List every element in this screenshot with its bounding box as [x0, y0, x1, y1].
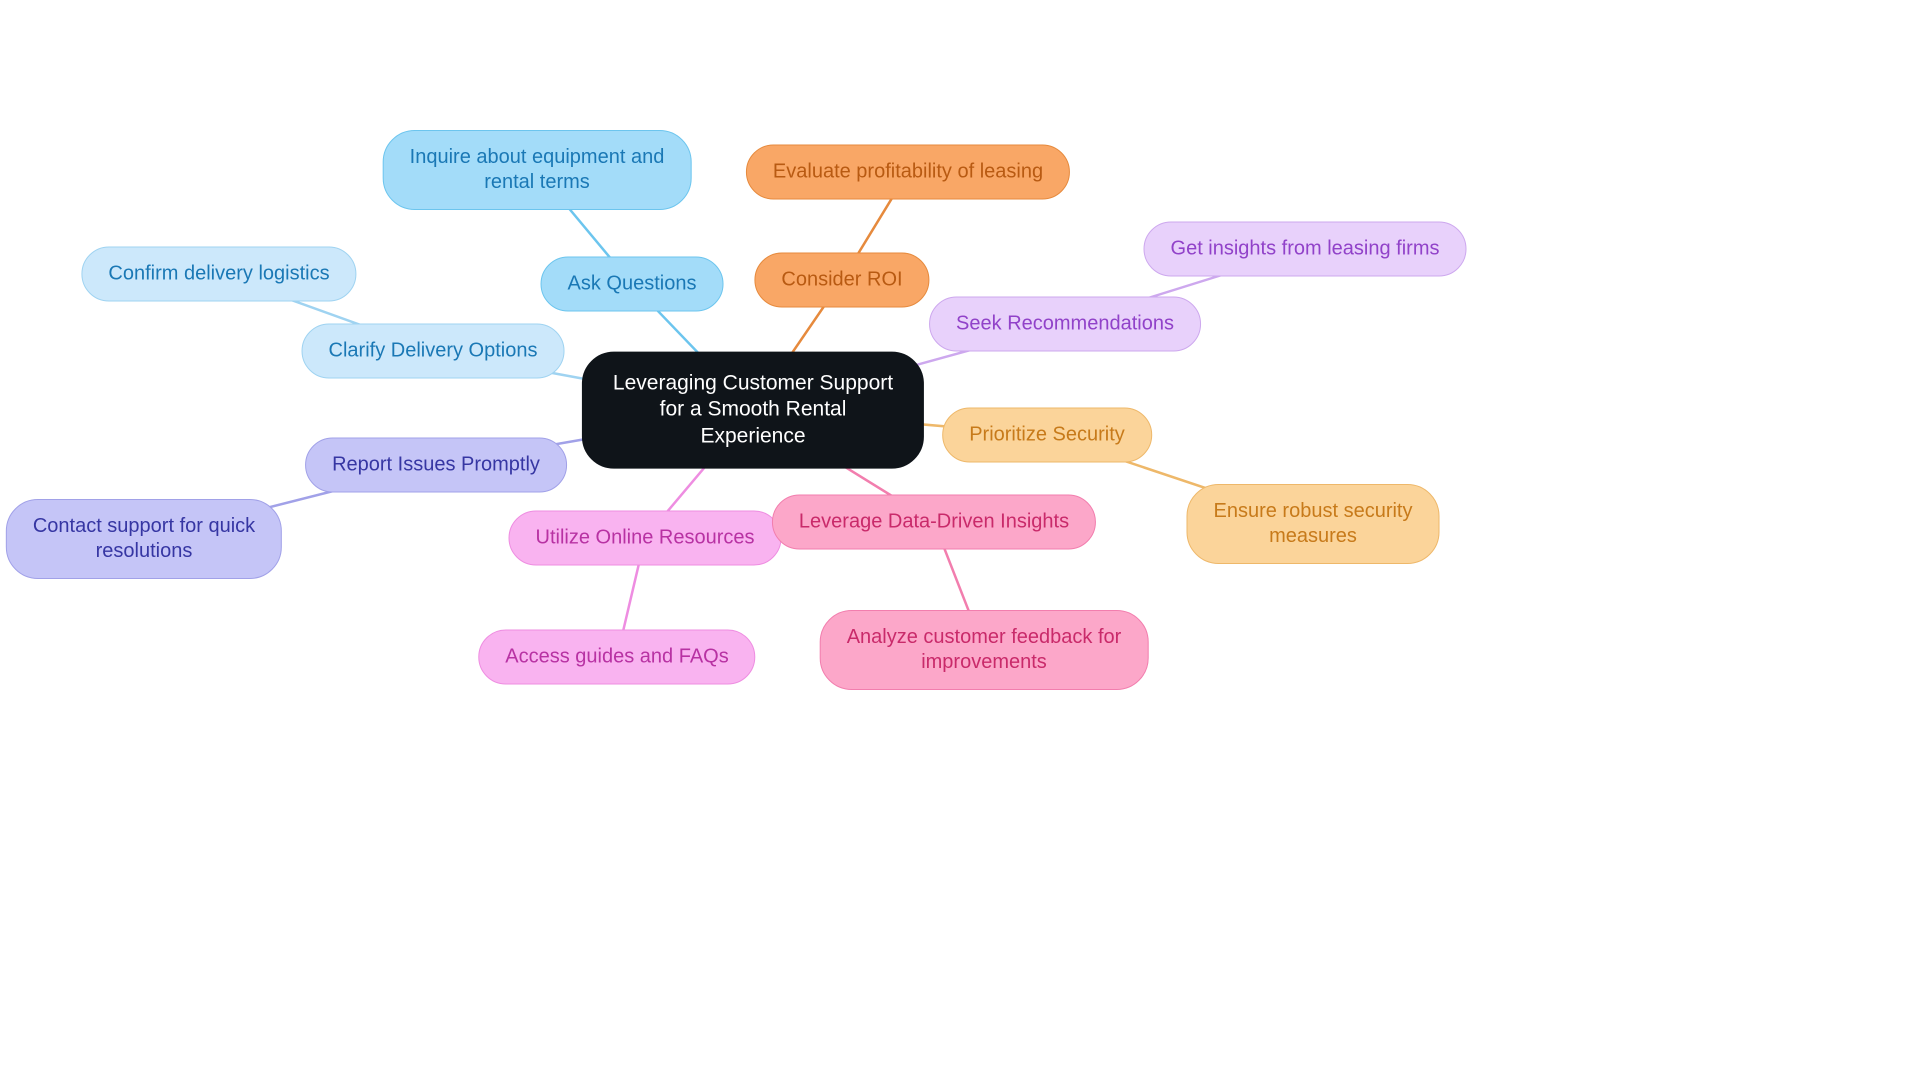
- node-root: Leveraging Customer Support for a Smooth…: [582, 352, 924, 469]
- node-rec-insights: Get insights from leasing firms: [1144, 222, 1467, 277]
- node-sec: Prioritize Security: [942, 408, 1152, 463]
- node-issues-contact: Contact support for quick resolutions: [6, 499, 282, 579]
- node-data-analyze: Analyze customer feedback for improvemen…: [820, 610, 1149, 690]
- node-online: Utilize Online Resources: [509, 511, 782, 566]
- node-roi-eval: Evaluate profitability of leasing: [746, 145, 1070, 200]
- mindmap-canvas: Leveraging Customer Support for a Smooth…: [0, 0, 1920, 1083]
- node-rec: Seek Recommendations: [929, 297, 1201, 352]
- node-sec-ensure: Ensure robust security measures: [1187, 484, 1440, 564]
- node-roi: Consider ROI: [754, 253, 929, 308]
- node-ask: Ask Questions: [541, 257, 724, 312]
- node-online-guides: Access guides and FAQs: [478, 630, 755, 685]
- node-deliv: Clarify Delivery Options: [302, 324, 565, 379]
- node-issues: Report Issues Promptly: [305, 438, 567, 493]
- node-deliv-confirm: Confirm delivery logistics: [81, 247, 356, 302]
- node-data: Leverage Data-Driven Insights: [772, 495, 1096, 550]
- node-ask-inquire: Inquire about equipment and rental terms: [383, 130, 692, 210]
